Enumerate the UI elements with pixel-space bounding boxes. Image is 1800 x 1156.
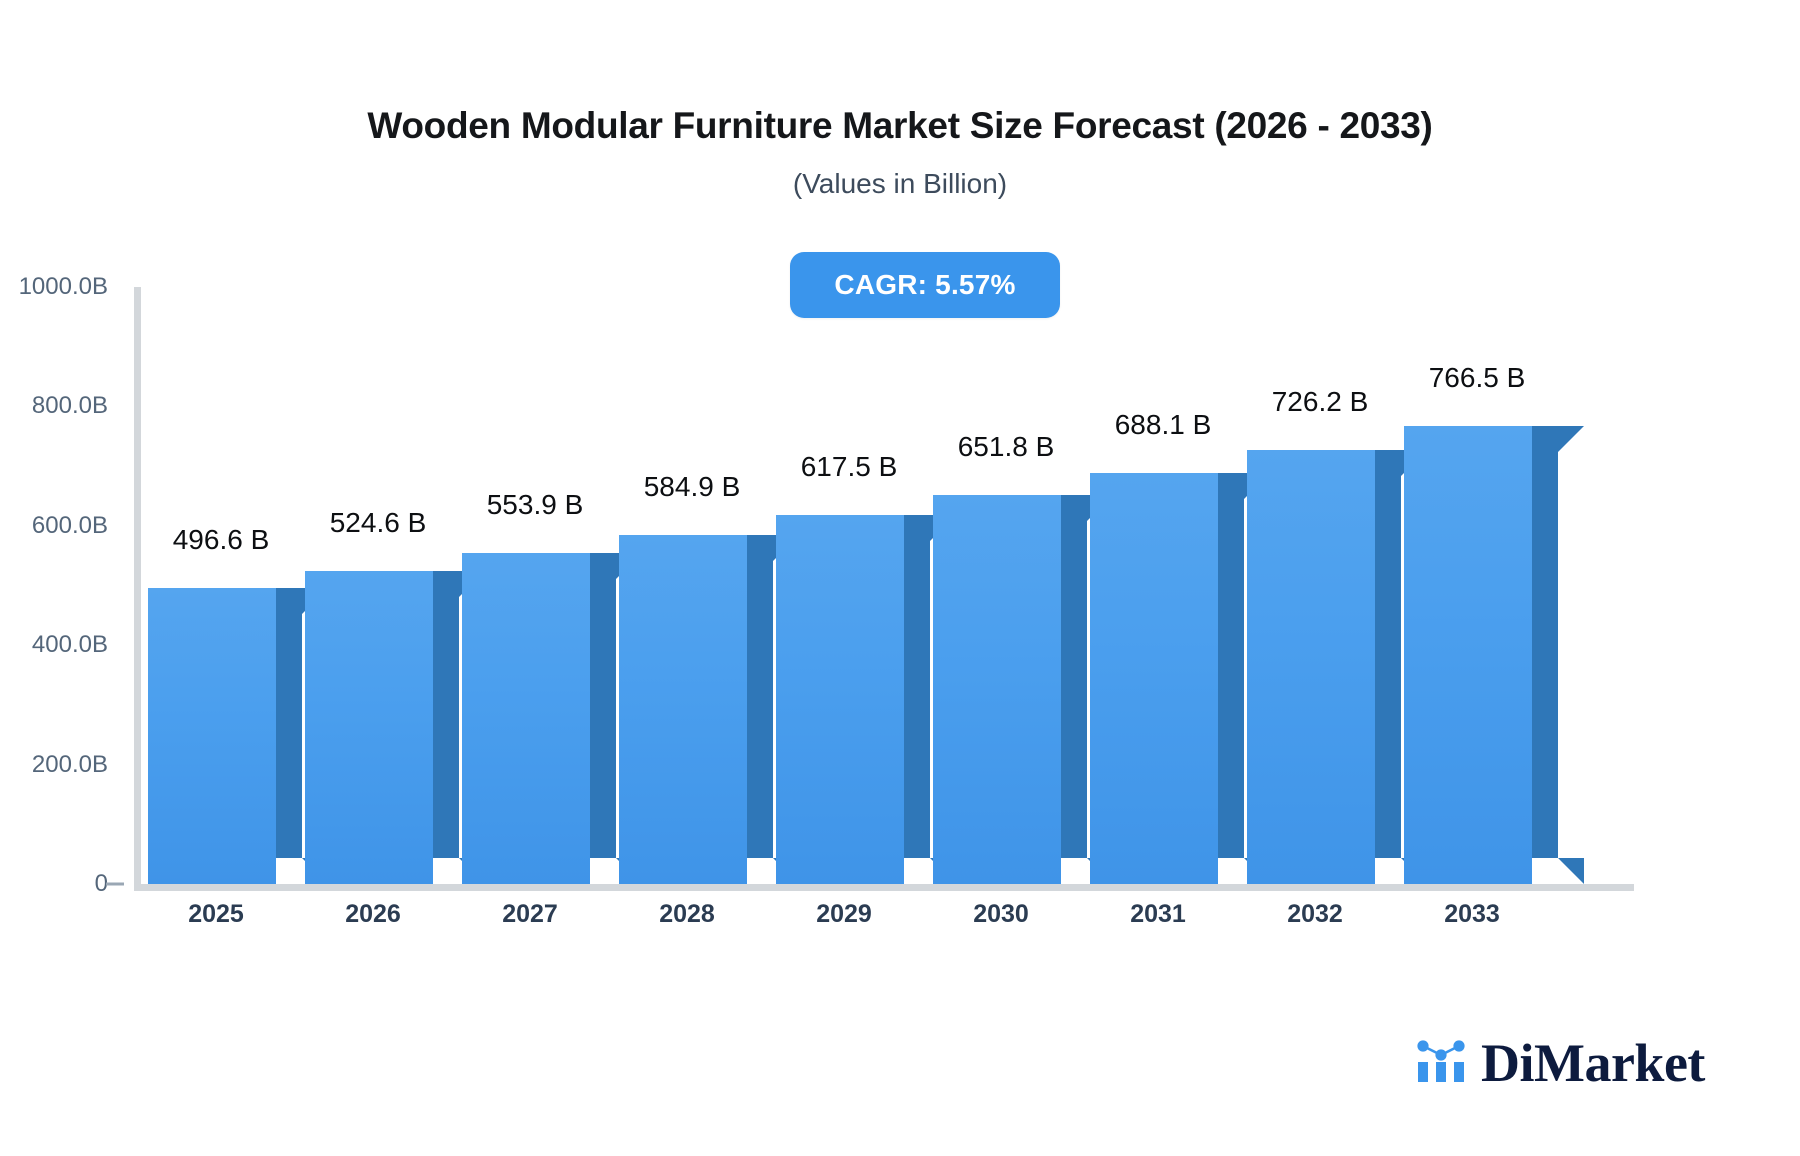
- y-tick-label: 200.0B: [31, 750, 108, 778]
- bar-side-face: [1532, 426, 1558, 858]
- x-tick-label: 2028: [659, 900, 715, 928]
- bar-value-label: 496.6 B: [172, 523, 270, 555]
- x-axis-line: [134, 884, 1634, 891]
- bar-front-face: [776, 515, 904, 884]
- logo-text: DiMarket: [1481, 1032, 1705, 1093]
- bar-side-face: [1218, 473, 1244, 858]
- bar-side-face: [590, 553, 616, 858]
- bar-side-face: [1375, 450, 1401, 858]
- bar-side-face: [747, 534, 773, 858]
- bar-value-label: 766.5 B: [1428, 362, 1526, 394]
- bar: [305, 570, 485, 884]
- x-tick-label: 2033: [1444, 900, 1500, 928]
- chart-subtitle: (Values in Billion): [792, 168, 1008, 199]
- bar: [462, 553, 642, 884]
- cagr-badge: CAGR: 5.57%: [790, 252, 1060, 318]
- bar-front-face: [619, 534, 747, 884]
- bar-front-face: [1247, 450, 1375, 884]
- x-tick-label: 2026: [345, 900, 401, 928]
- chart-title: Wooden Modular Furniture Market Size For…: [367, 105, 1433, 146]
- bar-value-label: 524.6 B: [329, 506, 427, 538]
- y-axis-line: [134, 287, 141, 888]
- bar-side-face: [433, 570, 459, 858]
- y-tick-mark: [106, 882, 124, 886]
- bar: [1090, 473, 1270, 884]
- x-tick-label: 2030: [973, 900, 1029, 928]
- brand-logo: DiMarket: [1415, 1035, 1705, 1090]
- bar-value-label: 553.9 B: [486, 489, 584, 521]
- bar-side-face: [904, 515, 930, 858]
- x-tick-label: 2029: [816, 900, 872, 928]
- bar-front-face: [305, 570, 433, 884]
- bar-value-label: 726.2 B: [1271, 386, 1369, 418]
- bar: [1404, 426, 1584, 884]
- bar-bevel: [1532, 857, 1584, 884]
- bar-value-label: 688.1 B: [1114, 409, 1212, 441]
- bar: [776, 515, 956, 884]
- bar: [148, 587, 328, 884]
- x-tick-label: 2025: [188, 900, 244, 928]
- bar: [1247, 450, 1427, 884]
- x-tick-label: 2032: [1287, 900, 1343, 928]
- bar-front-face: [148, 587, 276, 884]
- bar-side-face: [276, 587, 302, 858]
- bar-front-face: [462, 553, 590, 884]
- y-tick-label: 0: [94, 870, 108, 897]
- bar-trend-icon: [1415, 1035, 1467, 1090]
- bar: [933, 494, 1113, 884]
- bar-value-label: 584.9 B: [643, 470, 741, 502]
- bar-top-face: [1532, 426, 1584, 453]
- bar: [619, 534, 799, 884]
- y-tick-label: 400.0B: [31, 631, 108, 659]
- x-tick-label: 2027: [502, 900, 558, 928]
- bar-value-label: 651.8 B: [957, 430, 1055, 462]
- y-tick-label: 600.0B: [31, 511, 108, 539]
- bar-front-face: [1090, 473, 1218, 884]
- bar-value-label: 617.5 B: [800, 451, 898, 483]
- bar-side-face: [1061, 494, 1087, 858]
- y-tick-label: 800.0B: [31, 392, 108, 420]
- bar-front-face: [1404, 426, 1532, 884]
- y-tick-label: 1000.0B: [18, 273, 108, 300]
- x-tick-label: 2031: [1130, 900, 1186, 928]
- bar-front-face: [933, 494, 1061, 884]
